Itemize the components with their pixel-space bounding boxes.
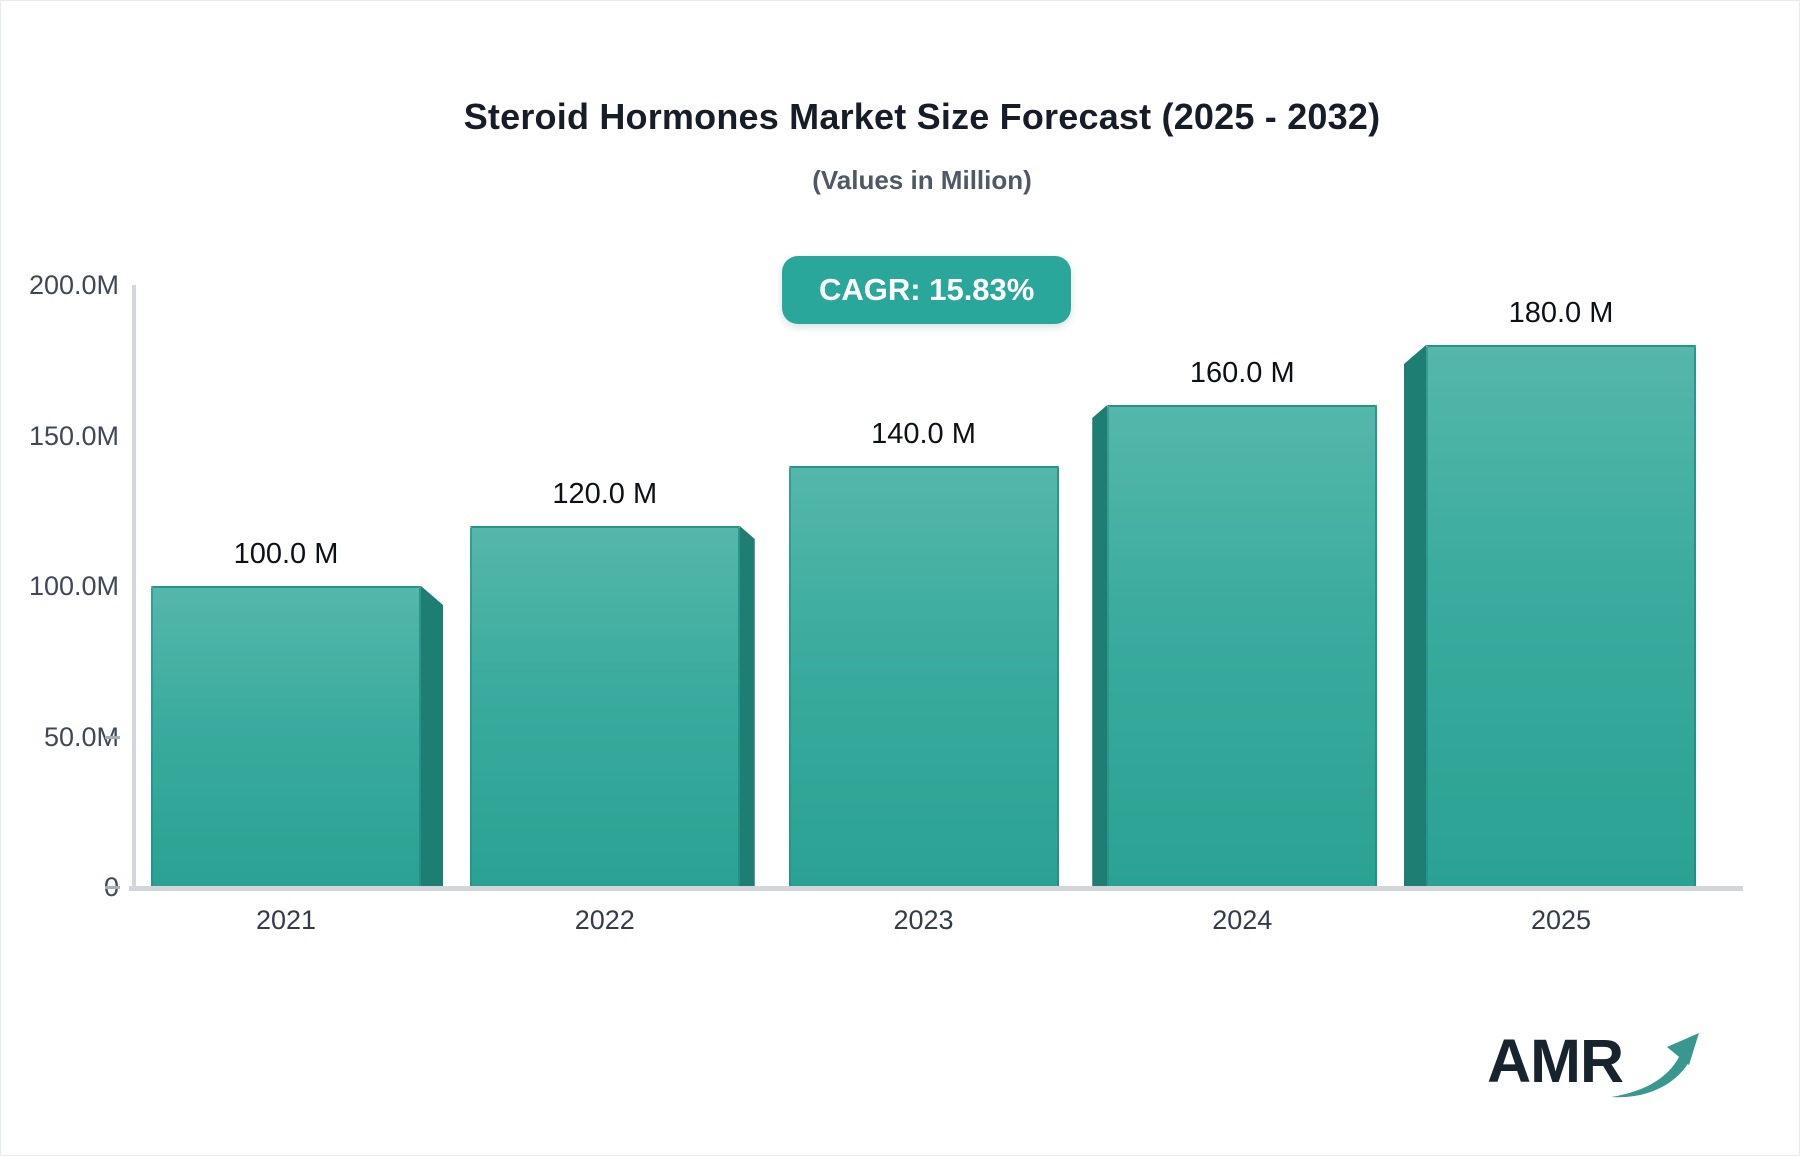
y-axis-line — [132, 285, 136, 891]
bar-value-label: 120.0 M — [552, 478, 658, 510]
y-axis-tick-label: 100.0M — [28, 571, 119, 601]
x-axis-category-label: 2021 — [255, 905, 317, 935]
y-axis-tick-mark — [105, 886, 120, 889]
y-axis-tick-label: 150.0M — [28, 420, 119, 451]
bar-side-face — [739, 526, 755, 887]
growth-arrow-icon — [1611, 1033, 1699, 1098]
bar — [469, 526, 740, 887]
amr-logo-text: AMR — [1487, 1027, 1624, 1095]
bar — [151, 586, 421, 887]
bar-value-label: 140.0 M — [871, 418, 976, 450]
bar-side-face — [1092, 405, 1108, 887]
bar-value-label: 100.0 M — [233, 538, 339, 570]
y-axis-tick-label: 200.0M — [28, 270, 119, 300]
x-axis-category-label: 2022 — [574, 905, 635, 935]
chart-subtitle: (Values in Million) — [812, 165, 1032, 195]
x-axis-category-label: 2025 — [1530, 905, 1592, 935]
bar — [788, 466, 1059, 887]
bar-value-label: 180.0 M — [1508, 297, 1614, 329]
cagr-badge: CAGR: 15.83% — [782, 256, 1072, 324]
bar-side-face — [421, 586, 443, 887]
bar-value-label: 160.0 M — [1189, 357, 1295, 389]
bar — [1426, 345, 1696, 887]
x-axis-line — [129, 886, 1743, 891]
bar — [1107, 405, 1378, 887]
y-axis-tick-mark — [105, 735, 120, 739]
y-axis-tick-label: 50.0M — [43, 721, 119, 752]
chart-title: Steroid Hormones Market Size Forecast (2… — [463, 96, 1381, 137]
y-axis-tick-label: 0 — [9, 872, 119, 902]
x-axis-category-label: 2024 — [1212, 905, 1273, 935]
bar-side-face — [1404, 345, 1426, 887]
amr-logo: AMR — [1487, 1029, 1701, 1101]
x-axis-category-label: 2023 — [893, 905, 954, 935]
